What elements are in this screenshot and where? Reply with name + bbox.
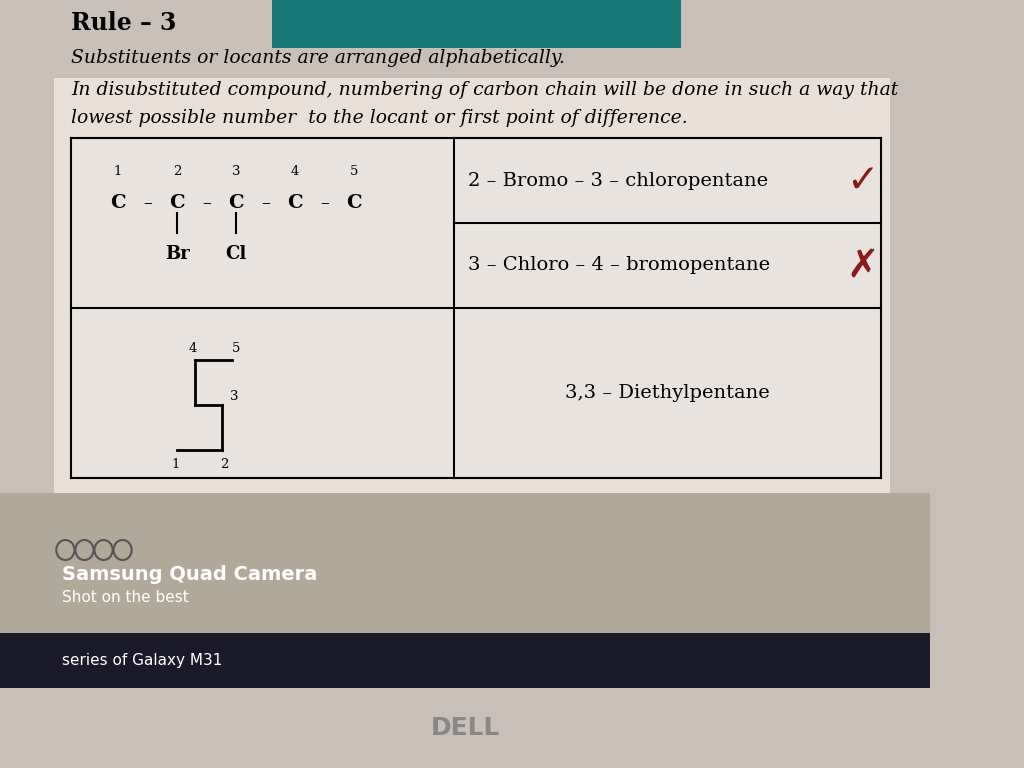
Text: C: C [288, 194, 303, 212]
Text: 3,3 – Diethylpentane: 3,3 – Diethylpentane [565, 384, 770, 402]
Text: Br: Br [165, 245, 189, 263]
Text: C: C [111, 194, 126, 212]
Text: 3: 3 [229, 390, 239, 403]
Text: Rule – 3: Rule – 3 [71, 11, 176, 35]
Text: 1: 1 [114, 165, 122, 178]
Text: Samsung Quad Camera: Samsung Quad Camera [61, 565, 317, 584]
Text: C: C [169, 194, 185, 212]
Text: Shot on the best: Shot on the best [61, 591, 188, 605]
Text: –: – [202, 194, 211, 212]
Text: 2 – Bromo – 3 – chloropentane: 2 – Bromo – 3 – chloropentane [468, 171, 768, 190]
Text: 2: 2 [173, 165, 181, 178]
Text: 1: 1 [171, 458, 179, 471]
Bar [0, 493, 930, 638]
Text: –: – [143, 194, 152, 212]
Text: lowest possible number  to the locant or first point of difference.: lowest possible number to the locant or … [71, 109, 687, 127]
Text: –: – [261, 194, 270, 212]
Text: Learn LIVE Online: Learn LIVE Online [779, 514, 871, 522]
Text: Vedantu: Vedantu [802, 496, 871, 510]
Text: 2: 2 [220, 458, 228, 471]
Text: 3: 3 [231, 165, 241, 178]
Text: DELL: DELL [430, 716, 500, 740]
Text: series of Galaxy M31: series of Galaxy M31 [61, 654, 222, 668]
Text: Substituents or locants are arranged alphabetically.: Substituents or locants are arranged alp… [71, 49, 565, 67]
Bar [454, 223, 881, 308]
Bar [54, 78, 890, 688]
Bar [71, 138, 454, 308]
Text: Cl: Cl [225, 245, 247, 263]
Text: ✗: ✗ [847, 247, 879, 284]
Text: 5: 5 [231, 342, 241, 355]
Text: C: C [228, 194, 244, 212]
Text: 4: 4 [291, 165, 299, 178]
Bar [0, 633, 930, 688]
Text: 4: 4 [188, 342, 197, 355]
Bar [454, 138, 881, 223]
Text: In disubstituted compound, numbering of carbon chain will be done in such a way : In disubstituted compound, numbering of … [71, 81, 898, 99]
Text: –: – [321, 194, 329, 212]
Bar [454, 308, 881, 478]
Text: 3 – Chloro – 4 – bromopentane: 3 – Chloro – 4 – bromopentane [468, 257, 770, 274]
Bar [272, 0, 681, 48]
Bar [71, 308, 454, 478]
Text: 5: 5 [350, 165, 358, 178]
Text: ✓: ✓ [847, 161, 879, 200]
Text: C: C [346, 194, 361, 212]
